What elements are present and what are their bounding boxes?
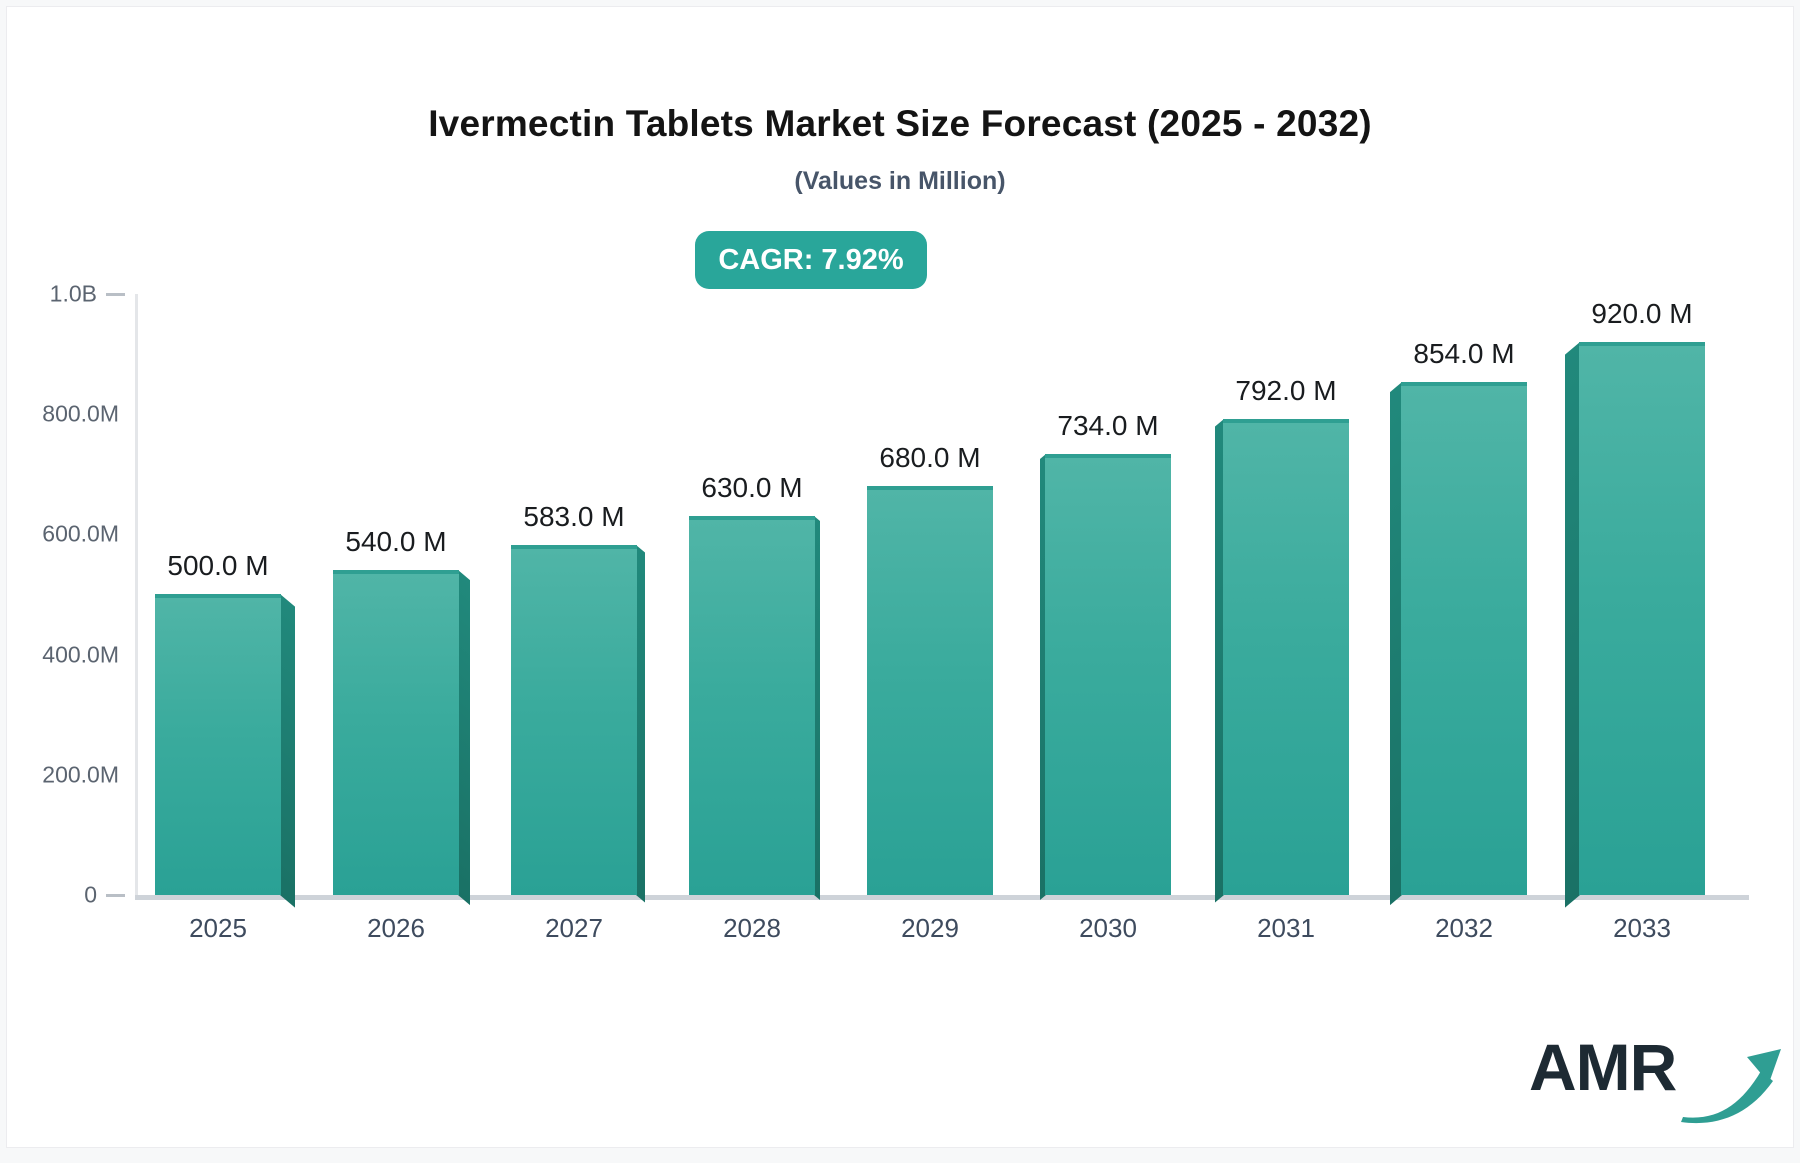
- logo-growth-arrow-icon: [1677, 1021, 1787, 1125]
- bar-value-label: 792.0 M: [1235, 375, 1336, 407]
- y-axis-line: [135, 294, 138, 900]
- bar-value-label: 540.0 M: [345, 526, 446, 558]
- y-tick-label: 800.0M: [7, 401, 119, 428]
- y-tick-mark: [106, 894, 125, 897]
- chart-card: Ivermectin Tablets Market Size Forecast …: [6, 6, 1794, 1148]
- y-tick-label: 0: [7, 882, 97, 909]
- bar-2032: [1401, 382, 1527, 895]
- bar-value-label: 734.0 M: [1057, 410, 1158, 442]
- plot-area: 1.0B 800.0M 600.0M 400.0M 200.0M 0 500.0 M 540…: [7, 7, 1800, 1163]
- x-tick-label: 2028: [723, 913, 781, 944]
- x-tick-label: 2025: [189, 913, 247, 944]
- bar-value-label: 854.0 M: [1413, 338, 1514, 370]
- x-axis-line: [135, 895, 1749, 900]
- bar-value-label: 680.0 M: [879, 442, 980, 474]
- bar-value-label: 630.0 M: [701, 472, 802, 504]
- bar-side-face: [280, 594, 295, 908]
- bar-side-face: [1565, 342, 1580, 908]
- bar-2031: [1223, 419, 1349, 895]
- x-tick-label: 2029: [901, 913, 959, 944]
- bar-side-face: [636, 545, 645, 903]
- bar-value-label: 583.0 M: [523, 501, 624, 533]
- y-tick-label: 400.0M: [7, 641, 119, 668]
- bar-value-label: 500.0 M: [167, 550, 268, 582]
- x-tick-label: 2026: [367, 913, 425, 944]
- x-tick-label: 2033: [1613, 913, 1671, 944]
- y-tick-label: 600.0M: [7, 521, 119, 548]
- amr-logo: AMR: [1529, 1015, 1769, 1125]
- bar-2033: [1579, 342, 1705, 895]
- x-tick-label: 2032: [1435, 913, 1493, 944]
- x-tick-label: 2031: [1257, 913, 1315, 944]
- x-tick-label: 2030: [1079, 913, 1137, 944]
- x-tick-label: 2027: [545, 913, 603, 944]
- bar-side-face: [458, 570, 470, 905]
- y-tick-label: 200.0M: [7, 761, 119, 788]
- bar-2025: [155, 594, 281, 895]
- amr-logo-text: AMR: [1529, 1029, 1676, 1105]
- bar-2027: [511, 545, 637, 895]
- y-tick-mark: [106, 293, 125, 296]
- bar-value-label: 920.0 M: [1591, 298, 1692, 330]
- y-tick-label: 1.0B: [7, 281, 97, 308]
- bar-2029: [867, 486, 993, 895]
- bar-2026: [333, 570, 459, 895]
- bar-2030: [1045, 454, 1171, 895]
- bar-2028: [689, 516, 815, 895]
